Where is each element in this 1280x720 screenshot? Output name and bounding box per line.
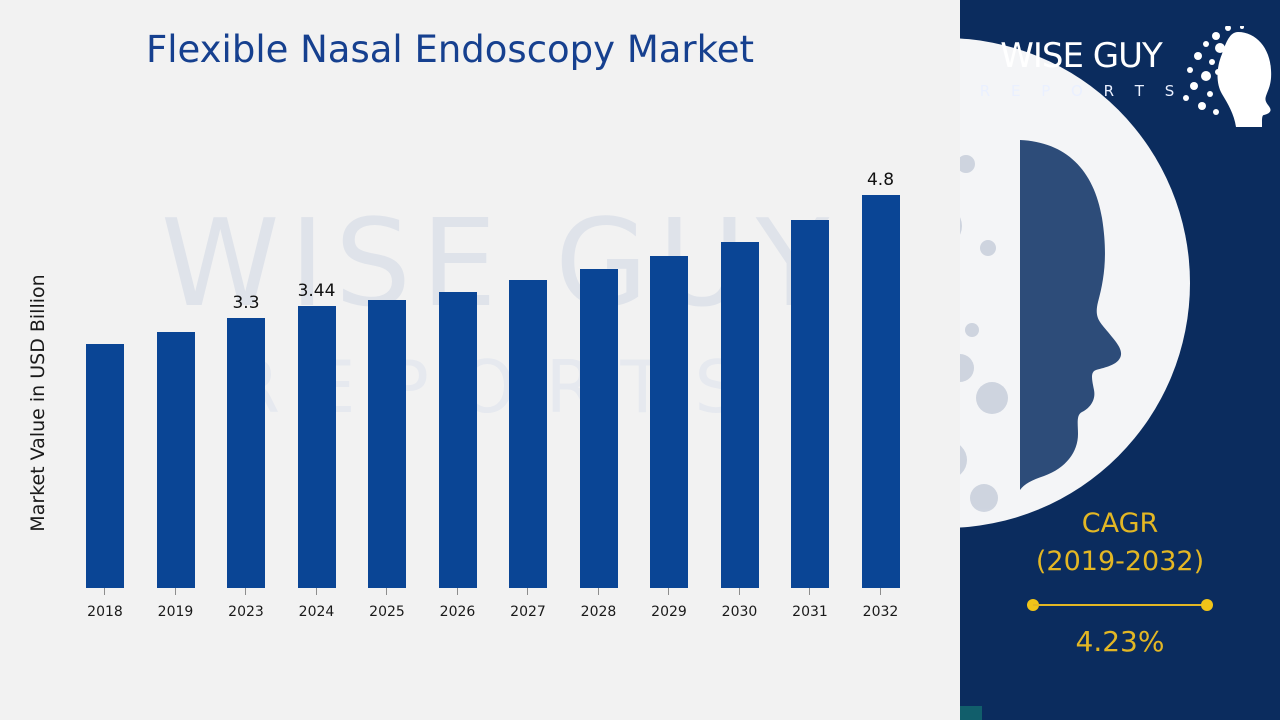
bar-value-label: 3.44 xyxy=(297,281,336,301)
x-axis-tick xyxy=(174,588,176,595)
bar xyxy=(86,344,124,588)
page-title: Flexible Nasal Endoscopy Market xyxy=(145,28,755,71)
brand-logo-wordmark: WISE GUY xyxy=(1000,36,1163,76)
bar-group: 2028 xyxy=(564,150,634,620)
brand-panel: WISE GUY R E P O R T S xyxy=(960,0,1280,720)
bar-value-label: 3.3 xyxy=(232,293,260,313)
x-axis-tick-label: 2026 xyxy=(439,604,476,620)
x-axis-tick-label: 2028 xyxy=(580,604,617,620)
chart-panel: Flexible Nasal Endoscopy Market WISE GUY… xyxy=(27,28,930,620)
x-axis-tick-label: 2024 xyxy=(298,604,335,620)
x-axis-tick xyxy=(315,588,317,595)
bar-group: 4.8 2032 xyxy=(846,150,916,620)
bar-group: 2029 xyxy=(634,150,704,620)
bar-chart-plot-area: 2018 2019 3.3 2023 3.44 2024 2025 2026 2027 2028 2… xyxy=(70,150,930,620)
brand-logo: WISE GUY R E P O R T S xyxy=(960,26,1280,130)
x-axis-tick xyxy=(386,588,387,595)
x-axis-tick xyxy=(879,588,881,595)
bar xyxy=(861,195,900,588)
bar-value-label: 4.8 xyxy=(866,170,895,190)
x-axis-tick-label: 2019 xyxy=(157,604,194,620)
cagr-divider-dot-right xyxy=(1201,599,1213,611)
x-axis-tick-label: 2027 xyxy=(510,604,546,620)
x-axis-tick xyxy=(597,588,599,595)
head-profile-silhouette xyxy=(1020,140,1122,490)
x-axis-tick-label: 2031 xyxy=(792,604,828,620)
cagr-divider xyxy=(1027,599,1213,611)
bar-group: 2019 xyxy=(141,150,211,620)
bar xyxy=(509,280,547,588)
bar-group: 2031 xyxy=(775,150,845,620)
x-axis-tick-label: 2023 xyxy=(228,604,264,620)
cagr-divider-line xyxy=(1033,604,1207,606)
bar xyxy=(579,269,618,588)
x-axis-tick xyxy=(738,588,740,595)
x-axis-tick xyxy=(104,588,105,595)
bar xyxy=(156,332,195,588)
cagr-value: 4.23% xyxy=(1075,625,1165,658)
y-axis-label: Market Value in USD Billion xyxy=(27,274,49,532)
x-axis-tick xyxy=(527,588,528,595)
bar-group: 3.44 2024 xyxy=(282,150,352,620)
cagr-title: CAGR xyxy=(1081,508,1159,539)
bar xyxy=(720,242,759,588)
decorative-corner-sliver xyxy=(960,706,982,720)
x-axis-tick-label: 2025 xyxy=(369,604,405,620)
bar-group: 3.3 2023 xyxy=(211,150,281,620)
brand-logo-subtitle: R E P O R T S xyxy=(979,82,1183,100)
cagr-block: CAGR (2019-2032) 4.23% xyxy=(960,505,1280,658)
bar-group: 2027 xyxy=(493,150,563,620)
bar-group: 2026 xyxy=(423,150,493,620)
x-axis-tick xyxy=(809,588,810,595)
bar xyxy=(368,300,406,588)
x-axis-tick-label: 2029 xyxy=(651,604,687,620)
x-axis-tick-label: 2018 xyxy=(87,604,123,620)
bar-group: 2018 xyxy=(70,150,140,620)
cagr-period: (2019-2032) xyxy=(1035,546,1205,577)
bar xyxy=(227,318,265,588)
bar xyxy=(297,306,336,588)
x-axis-tick-label: 2030 xyxy=(721,604,758,620)
logo-head-profile-icon xyxy=(1183,26,1272,127)
x-axis-tick-label: 2032 xyxy=(862,604,899,620)
x-axis-tick xyxy=(456,588,458,595)
bar xyxy=(650,256,688,588)
bar xyxy=(791,220,829,588)
x-axis-tick xyxy=(245,588,246,595)
bar-group: 2030 xyxy=(705,150,775,620)
bar-group: 2025 xyxy=(352,150,422,620)
bar xyxy=(438,292,477,588)
x-axis-tick xyxy=(668,588,669,595)
